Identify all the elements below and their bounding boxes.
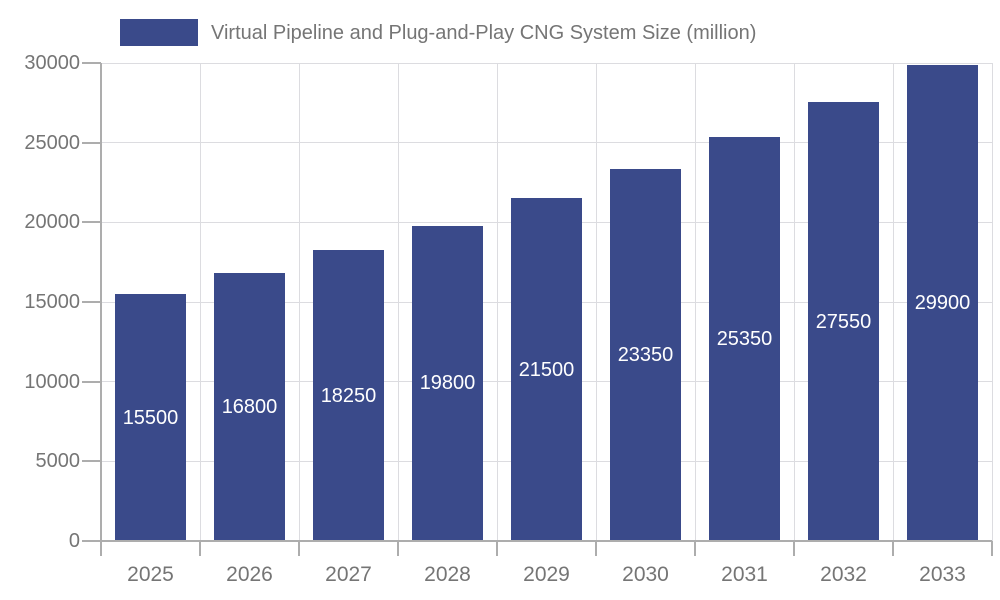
bar [115,294,186,541]
bar-value-label: 16800 [221,396,278,419]
y-tick [82,540,101,542]
legend-swatch [120,19,198,46]
x-tick-label: 2029 [523,563,570,586]
bar [808,102,879,541]
y-tick-label: 10000 [24,370,80,393]
y-tick-label: 25000 [24,131,80,154]
x-tick [496,541,498,556]
y-tick [82,460,101,463]
bar-value-label: 18250 [320,384,377,407]
bar-value-label: 29900 [914,291,971,314]
x-tick-label: 2025 [127,563,174,586]
x-tick-label: 2033 [919,563,966,586]
bar-value-label: 23350 [617,343,674,366]
gridline-vertical [793,63,795,541]
x-tick [694,541,696,556]
bar-value-label: 15500 [122,406,179,429]
bar [907,64,978,541]
y-tick-label: 5000 [35,450,81,473]
x-tick-label: 2027 [325,563,372,586]
gridline-vertical [199,63,201,541]
gridline-vertical [298,63,300,541]
bar-value-label: 19800 [419,372,476,395]
y-tick [82,141,101,144]
bar [511,198,582,541]
x-tick [100,541,102,556]
bar [313,250,384,541]
bar [709,137,780,541]
gridline-vertical [991,63,993,541]
y-tick [82,380,101,383]
y-tick-label: 0 [68,530,80,552]
x-tick [991,541,993,556]
y-tick [82,62,101,64]
y-tick [82,301,101,303]
x-tick-label: 2028 [424,563,471,586]
gridline-vertical [397,63,399,541]
y-tick [82,221,101,224]
x-tick [199,541,201,556]
gridline-vertical [694,63,696,541]
bar-value-label: 27550 [815,310,872,333]
bar [214,273,285,541]
x-tick [397,541,399,556]
gridline-horizontal [101,62,992,64]
gridline-vertical [595,63,597,541]
x-tick [892,541,894,556]
x-tick-label: 2032 [820,563,867,586]
x-tick [298,541,300,556]
bar [412,225,483,541]
bar-value-label: 21500 [518,358,575,381]
gridline-horizontal [101,142,992,144]
y-tick-label: 30000 [24,52,80,74]
y-tick-label: 20000 [24,211,80,234]
bar [610,168,681,541]
x-tick [793,541,795,556]
x-axis-line [101,540,992,542]
x-tick-label: 2026 [226,563,273,586]
x-tick-label: 2031 [721,563,768,586]
bar-value-label: 25350 [716,328,773,351]
y-tick-label: 15000 [24,291,80,313]
gridline-vertical [496,63,498,541]
x-tick [595,541,597,556]
gridline-vertical [892,63,894,541]
legend-label: Virtual Pipeline and Plug-and-Play CNG S… [211,22,757,44]
x-tick-label: 2030 [622,563,669,586]
y-axis-line [100,63,102,541]
